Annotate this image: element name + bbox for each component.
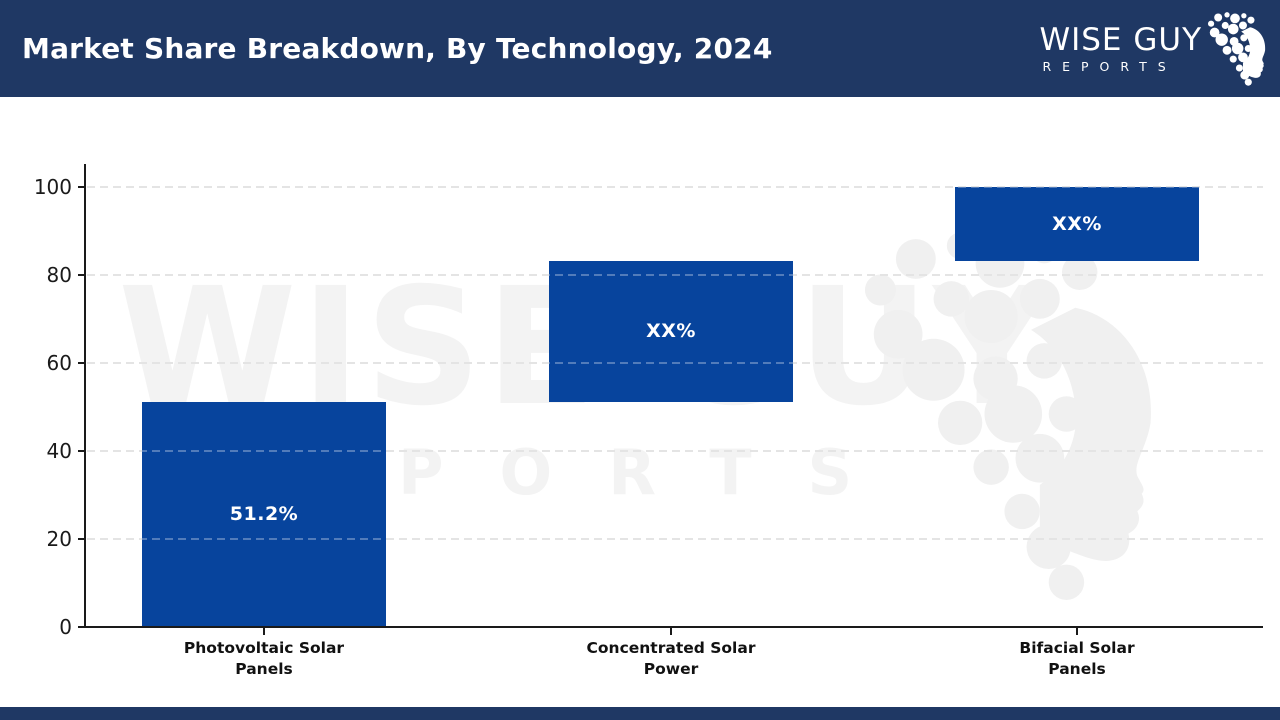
bar-2: XX% [549, 260, 793, 402]
gridline-overlay-y80 [87, 274, 1263, 276]
chart-title: Market Share Breakdown, By Technology, 2… [22, 32, 773, 65]
category-label-2: Concentrated Solar Power [586, 639, 756, 678]
gridline-overlay-y100 [87, 186, 1263, 188]
y-tick-label-100: 100 [33, 175, 72, 199]
bar-value-label-3: XX% [1052, 212, 1102, 235]
x-tick-2 [670, 628, 672, 635]
logo-wiseguy-label: WISE GUY [1039, 21, 1202, 58]
bar-1: 51.2% [142, 401, 386, 627]
watermark-face-icon [864, 232, 1151, 600]
x-axis-spine [84, 626, 1263, 628]
footer-bar [0, 707, 1280, 720]
logo-face-icon [1207, 12, 1266, 86]
y-tick-0 [78, 626, 85, 628]
gridline-y40 [87, 450, 1263, 452]
y-tick-100 [78, 186, 85, 188]
y-tick-label-60: 60 [46, 351, 72, 375]
y-tick-20 [78, 538, 85, 540]
gridline-y20 [87, 538, 1263, 540]
y-tick-40 [78, 450, 85, 452]
bar-value-label-1: 51.2% [229, 503, 299, 526]
y-axis-spine [84, 164, 86, 628]
gridline-overlay-y20 [87, 538, 1263, 540]
header-bar: Market Share Breakdown, By Technology, 2… [0, 0, 1280, 97]
chart-plot-area: 0 20 40 60 80 100 51.2% XX% XX% Photovoltaic Sola… [0, 97, 1280, 707]
gridline-overlay-y40 [87, 450, 1263, 452]
bar-3: XX% [955, 187, 1199, 261]
x-tick-3 [1076, 628, 1078, 635]
y-tick-80 [78, 274, 85, 276]
y-tick-label-80: 80 [46, 263, 72, 287]
wise-guy-reports-logo: WISE GUY REPORTS [1014, 6, 1266, 91]
y-tick-label-20: 20 [46, 527, 72, 551]
y-tick-label-0: 0 [59, 615, 72, 639]
category-label-1: Photovoltaic Solar Panels [183, 639, 345, 678]
y-tick-label-40: 40 [46, 439, 72, 463]
bar-value-label-2: XX% [646, 320, 696, 343]
gridline-y100 [87, 186, 1263, 188]
logo-text: WISE GUY REPORTS [1039, 24, 1202, 74]
logo-reports-label: REPORTS [1042, 58, 1177, 74]
x-tick-1 [263, 628, 265, 635]
category-label-3: Bifacial Solar Panels [1019, 639, 1135, 678]
y-tick-60 [78, 362, 85, 364]
gridline-overlay-y60 [87, 362, 1263, 364]
